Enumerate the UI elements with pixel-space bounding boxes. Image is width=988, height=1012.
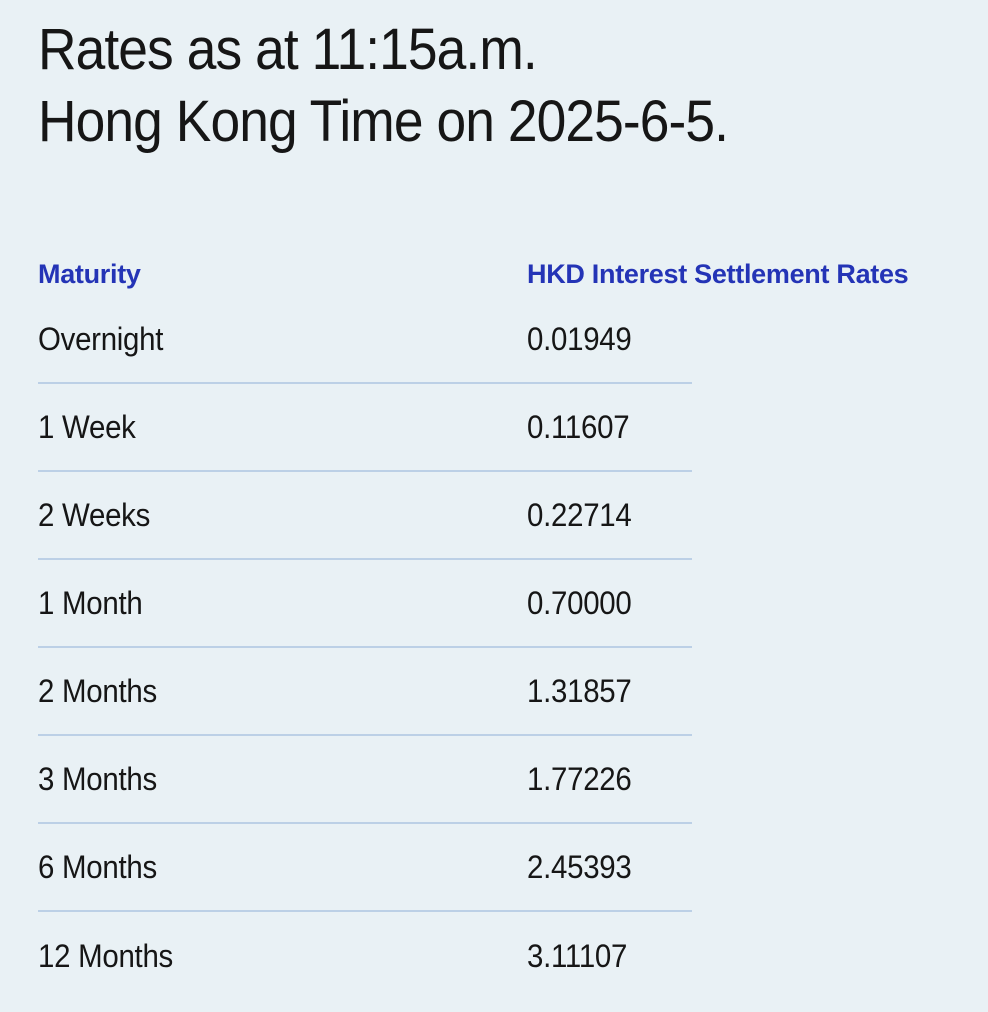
- maturity-cell: 1 Month: [38, 584, 143, 621]
- rate-cell: 2.45393: [527, 848, 632, 885]
- table-row-3-months: 3 Months 1.77226: [38, 736, 692, 824]
- rate-cell: 1.77226: [527, 760, 632, 797]
- rate-cell: 0.11607: [527, 408, 630, 445]
- table-row-1-week: 1 Week 0.11607: [38, 384, 692, 472]
- table-row-12-months: 12 Months 3.11107: [38, 912, 692, 1000]
- table-row-2-months: 2 Months 1.31857: [38, 648, 692, 736]
- rate-cell: 0.70000: [527, 584, 632, 621]
- maturity-cell: 3 Months: [38, 760, 157, 797]
- maturity-cell: 6 Months: [38, 848, 157, 885]
- rate-cell: 0.01949: [527, 320, 632, 357]
- maturity-cell: 2 Months: [38, 672, 157, 709]
- table-header-row: Maturity HKD Interest Settlement Rates: [38, 252, 909, 296]
- rate-cell: 3.11107: [527, 937, 628, 974]
- rate-cell: 0.22714: [527, 496, 632, 533]
- table-row-2-weeks: 2 Weeks 0.22714: [38, 472, 692, 560]
- title-line-1: Rates as at 11:15a.m.: [38, 17, 538, 82]
- table-row-1-month: 1 Month 0.70000: [38, 560, 692, 648]
- column-header-rates: HKD Interest Settlement Rates: [527, 258, 909, 289]
- table-row-overnight: Overnight 0.01949: [38, 296, 692, 384]
- title-line-2: Hong Kong Time on 2025-6-5.: [38, 89, 729, 154]
- maturity-cell: 12 Months: [38, 937, 173, 974]
- maturity-cell: Overnight: [38, 320, 164, 357]
- page-title: Rates as at 11:15a.m. Hong Kong Time on …: [38, 14, 912, 158]
- maturity-cell: 2 Weeks: [38, 496, 151, 533]
- maturity-cell: 1 Week: [38, 408, 136, 445]
- table-row-6-months: 6 Months 2.45393: [38, 824, 692, 912]
- rates-table: Maturity HKD Interest Settlement Rates O…: [38, 252, 909, 1000]
- rate-cell: 1.31857: [527, 672, 632, 709]
- column-header-maturity: Maturity: [38, 258, 141, 289]
